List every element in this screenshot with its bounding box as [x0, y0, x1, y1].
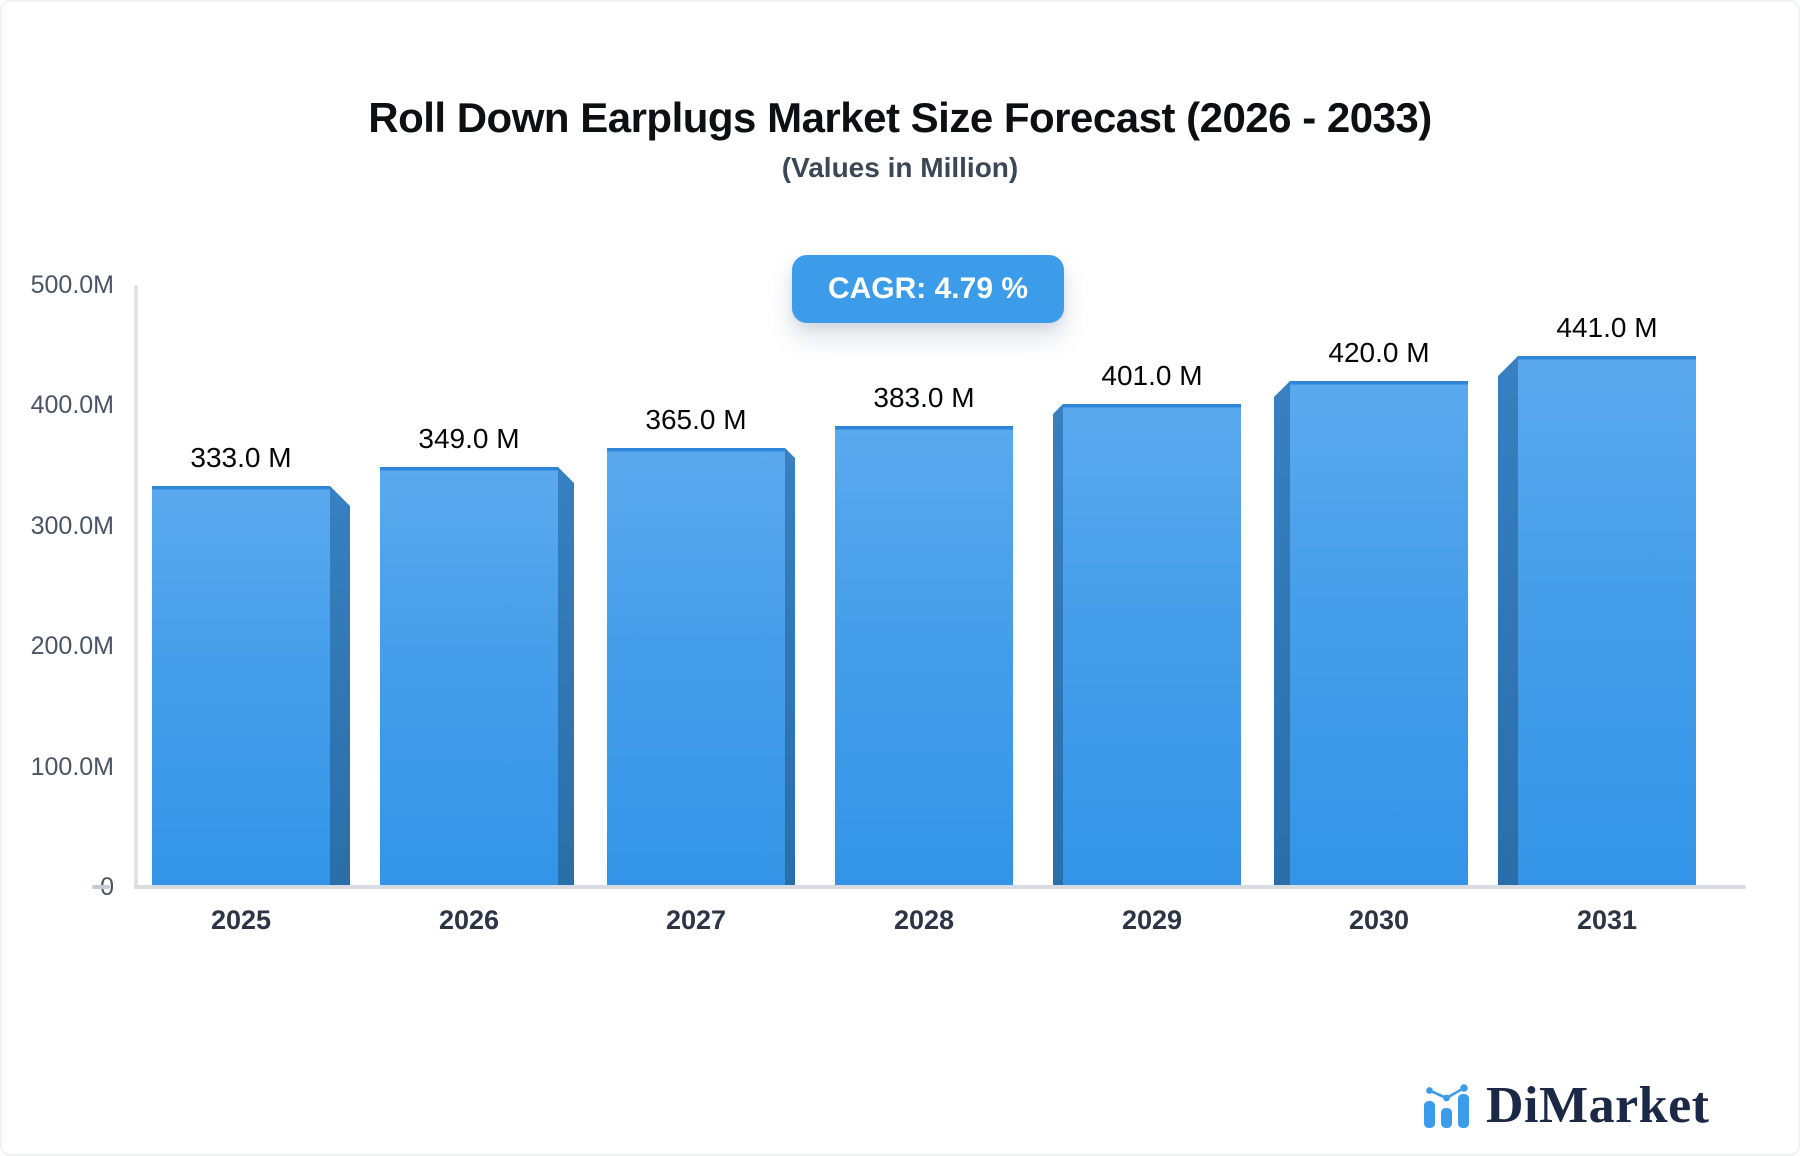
bar-value-label: 349.0 M [418, 423, 520, 454]
x-axis-tick-label: 2027 [665, 905, 727, 935]
bar-chart-logo-icon [1424, 1084, 1469, 1128]
cagr-badge: CAGR: 4.79 % [792, 255, 1064, 323]
bar-side-face [1274, 381, 1290, 887]
bar-value-label: 401.0 M [1101, 360, 1203, 391]
x-axis-baseline [134, 885, 1746, 889]
bar-value-label: 420.0 M [1328, 337, 1430, 368]
y-axis-tick-label: 100.0M [30, 752, 114, 781]
bar-side-face [1498, 356, 1518, 887]
y-axis-tick-label: 300.0M [30, 511, 114, 540]
bar-side-face [785, 448, 795, 887]
brand-logo: DiMarket [1422, 1048, 1709, 1132]
y-axis-tick-label: 400.0M [30, 391, 114, 420]
bar-2025 [152, 486, 330, 887]
bar-value-label: 383.0 M [873, 382, 975, 413]
x-axis-tick-label: 2028 [893, 905, 955, 935]
bar-2030 [1290, 381, 1468, 887]
bar-2029 [1063, 404, 1241, 887]
x-axis-tick-label: 2029 [1121, 905, 1183, 935]
x-axis-tick-label: 2026 [438, 905, 500, 935]
x-axis-tick-label: 2030 [1348, 905, 1410, 935]
brand-name: DiMarket [1486, 1077, 1710, 1134]
bar-value-label: 365.0 M [645, 404, 747, 435]
bar-value-label: 441.0 M [1556, 312, 1658, 343]
chart-title: Roll Down Earplugs Market Size Forecast … [368, 94, 1432, 141]
bar-2028 [835, 426, 1013, 887]
bar-side-face [558, 467, 574, 887]
y-axis-tick-label: 200.0M [30, 632, 114, 661]
y-axis-zero-tick [92, 885, 110, 889]
bar-2026 [380, 467, 558, 887]
bar-2031 [1518, 356, 1696, 887]
chart-subtitle: (Values in Million) [781, 152, 1019, 183]
bar-side-face [330, 486, 350, 887]
y-axis-line [134, 285, 138, 889]
bar-side-face [1053, 404, 1063, 887]
y-axis-tick-label: 500.0M [30, 271, 114, 299]
x-axis-tick-label: 2031 [1576, 905, 1638, 935]
bar-2027 [607, 448, 785, 887]
bar-value-label: 333.0 M [190, 442, 292, 473]
x-axis-tick-label: 2025 [210, 905, 272, 935]
